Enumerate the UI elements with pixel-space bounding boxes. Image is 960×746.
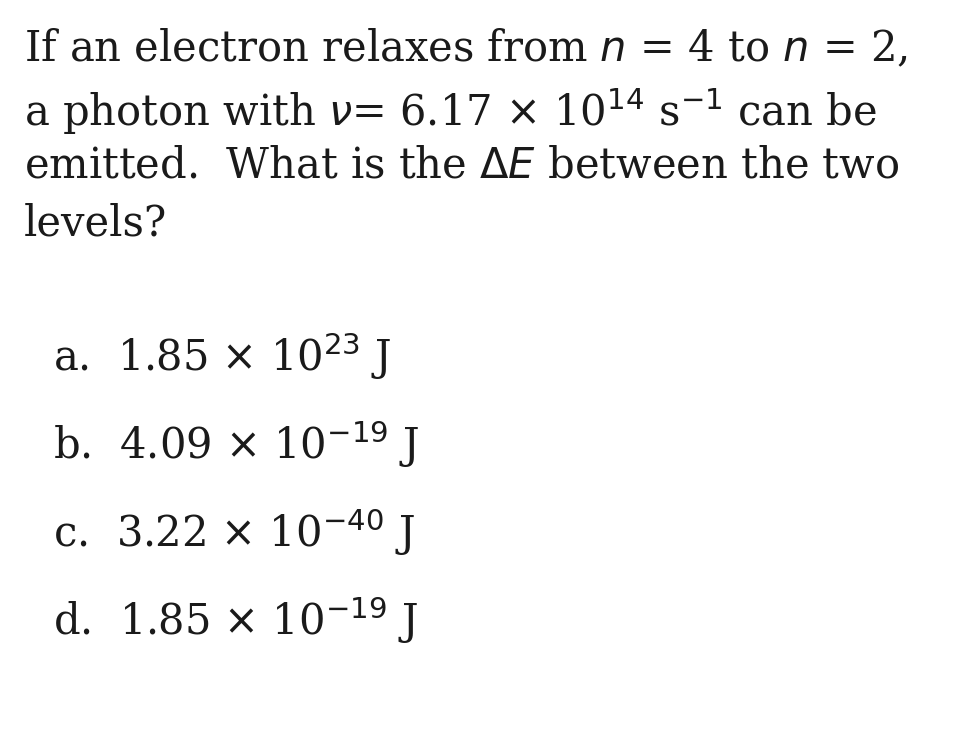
Text: c.  3.22 $\times$ 10$^{-40}$ J: c. 3.22 $\times$ 10$^{-40}$ J: [53, 506, 415, 557]
Text: a photon with $\nu$= 6.17 $\times$ 10$^{14}$ s$^{-1}$ can be: a photon with $\nu$= 6.17 $\times$ 10$^{…: [24, 86, 876, 137]
Text: b.  4.09 $\times$ 10$^{-19}$ J: b. 4.09 $\times$ 10$^{-19}$ J: [53, 418, 420, 469]
Text: a.  1.85 $\times$ 10$^{23}$ J: a. 1.85 $\times$ 10$^{23}$ J: [53, 330, 392, 381]
Text: If an electron relaxes from $n$ = 4 to $n$ = 2,: If an electron relaxes from $n$ = 4 to $…: [24, 28, 908, 70]
Text: d.  1.85 $\times$ 10$^{-19}$ J: d. 1.85 $\times$ 10$^{-19}$ J: [53, 594, 418, 645]
Text: levels?: levels?: [24, 202, 167, 244]
Text: emitted.  What is the $\Delta E$ between the two: emitted. What is the $\Delta E$ between …: [24, 144, 900, 186]
